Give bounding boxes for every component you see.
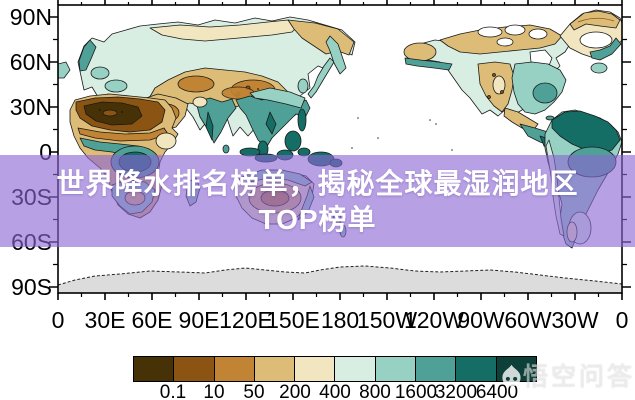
lon-label-30w: 30W xyxy=(551,307,599,333)
lon-label-120e: 120E xyxy=(219,307,273,333)
colorbar-tick-3200: 3200 xyxy=(434,382,478,400)
colorbar-tick-50: 50 xyxy=(243,382,265,400)
colorbar-box-7 xyxy=(375,357,417,381)
lon-label-90e: 90E xyxy=(178,307,220,333)
lat-label-90n: 90N xyxy=(9,4,52,30)
colorbar-box-6 xyxy=(335,357,376,381)
colorbar-box-2 xyxy=(174,357,215,381)
wukong-logo-icon xyxy=(502,364,521,387)
colorbar-tick-400: 400 xyxy=(319,382,351,400)
lon-label-180: 180 xyxy=(320,307,360,333)
watermark-text: 悟空问答 xyxy=(522,363,635,391)
ocean-islands xyxy=(351,117,453,151)
lon-label-150e: 150E xyxy=(266,307,320,333)
lon-label-150w: 150W xyxy=(356,307,418,333)
colorbar-box-4 xyxy=(254,357,296,381)
antarctica xyxy=(58,265,622,293)
lon-label-0e: 0 xyxy=(51,307,65,333)
colorbar-tick-0.1: 0.1 xyxy=(159,382,187,400)
watermark: 悟空问答 xyxy=(500,354,635,396)
colorbar-tick-10: 10 xyxy=(203,382,225,400)
colorbar xyxy=(133,356,537,382)
lon-label-60w: 60W xyxy=(504,307,552,333)
colorbar-box-3 xyxy=(214,357,255,381)
colorbar-box-5 xyxy=(295,357,336,381)
colorbar-tick-200: 200 xyxy=(279,382,311,400)
colorbar-box-1 xyxy=(134,357,175,381)
banner-title-line2: TOP榜单 xyxy=(258,204,377,236)
lon-label-90w: 90W xyxy=(457,307,505,333)
colorbar-tick-1600: 1600 xyxy=(394,382,438,400)
colorbar-box-9 xyxy=(456,357,497,381)
lon-label-60e: 60E xyxy=(131,307,173,333)
eurasia xyxy=(58,16,356,158)
lon-label-0w: 0 xyxy=(615,307,629,333)
lon-label-120w: 120W xyxy=(403,307,465,333)
title-banner: 世界降水排名榜单，揭秘全球最湿润地区 TOP榜单 xyxy=(0,155,635,247)
axes-frame xyxy=(49,0,631,300)
lat-label-30n: 30N xyxy=(9,94,52,120)
colorbar-tick-800: 800 xyxy=(359,382,391,400)
colorbar-tick-6400: 6400 xyxy=(475,382,519,400)
lat-label-60n: 60N xyxy=(9,49,52,75)
lon-label-30e: 30E xyxy=(84,307,126,333)
lat-label-90s: 90S xyxy=(11,274,52,300)
banner-title-line1: 世界降水排名榜单，揭秘全球最湿润地区 xyxy=(56,167,579,199)
colorbar-box-8 xyxy=(416,357,457,381)
